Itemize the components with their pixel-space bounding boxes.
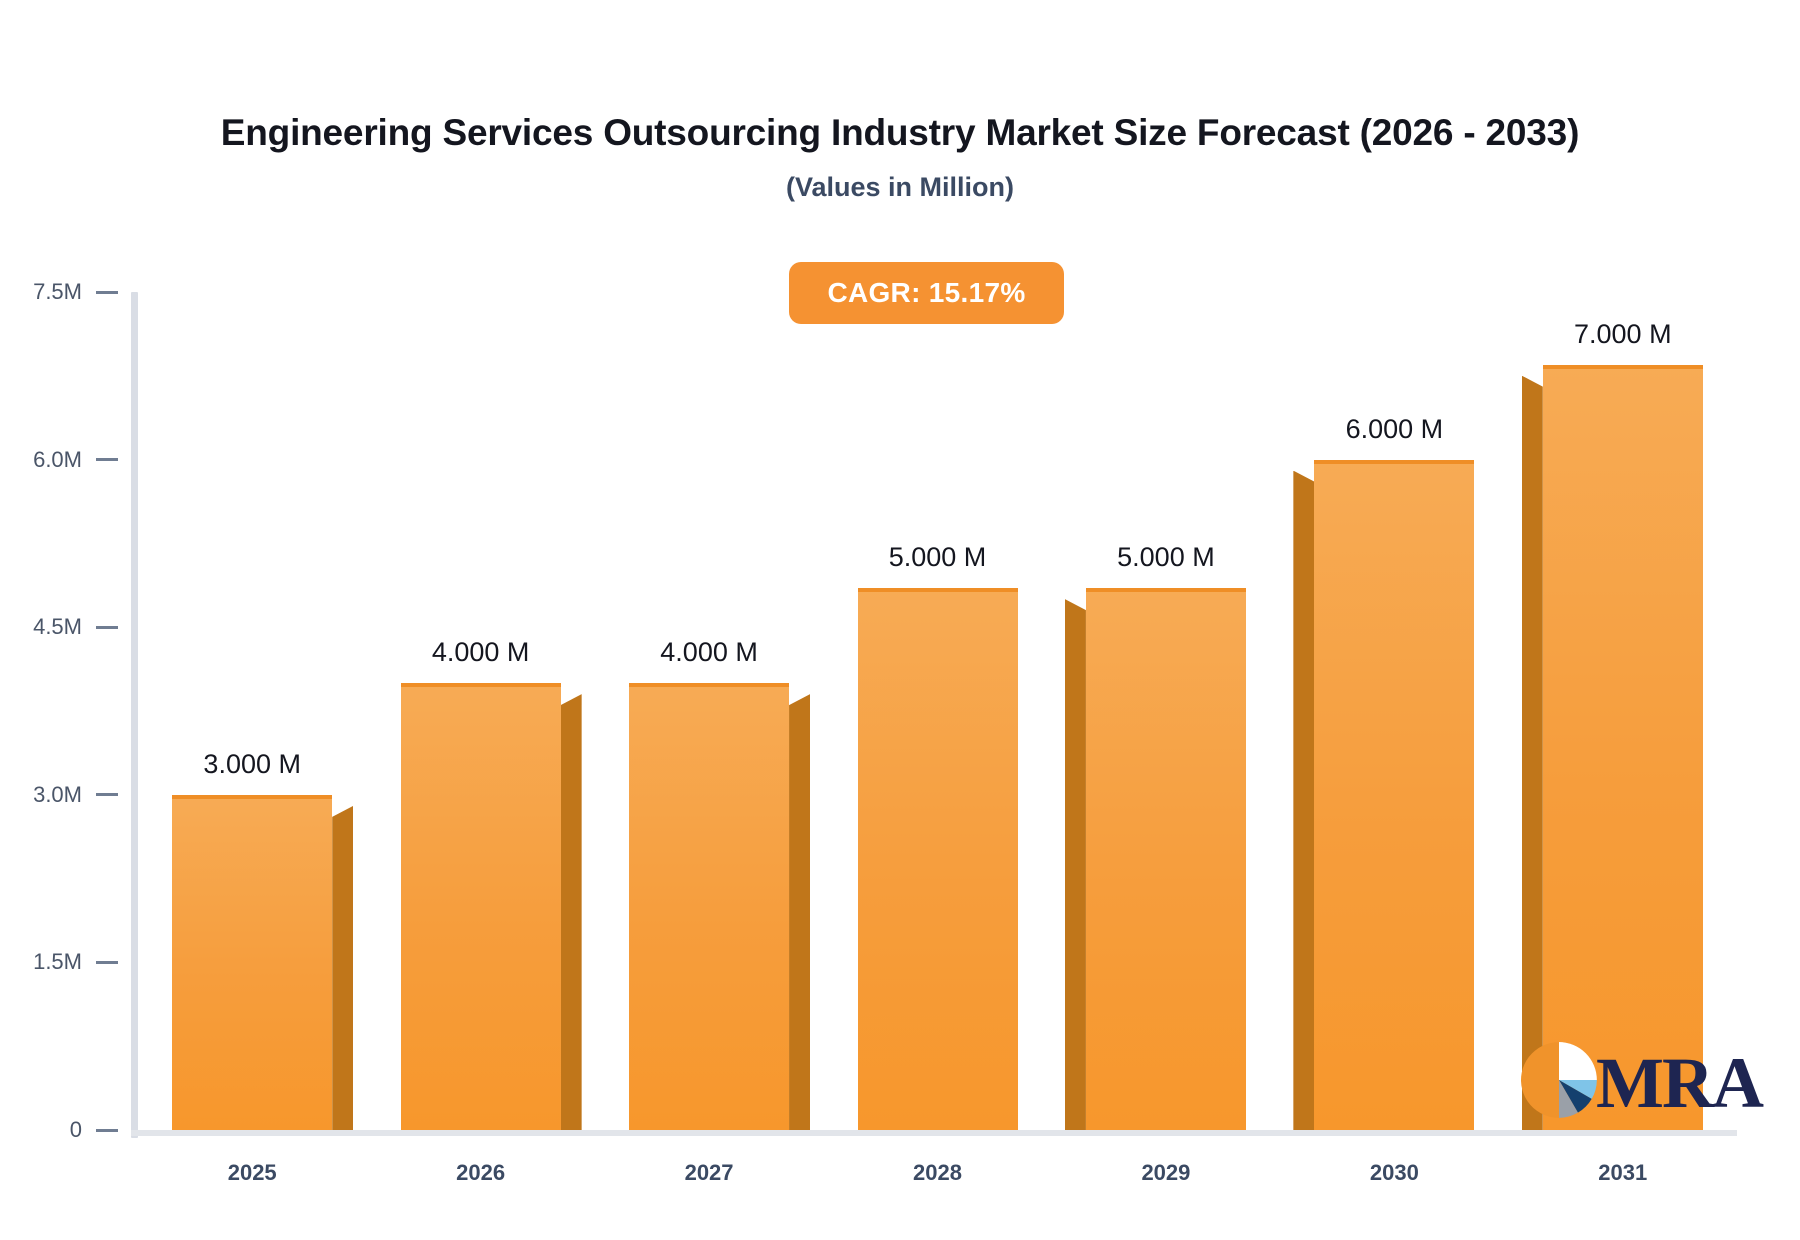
cagr-badge-label: CAGR: 15.17% [827,277,1026,308]
bar-front-face [1314,459,1475,1130]
x-axis-label-2028: 2028 [913,1160,962,1185]
bar-top-edge [629,683,790,688]
bar-top-edge [1542,364,1703,369]
bar-2029[interactable] [1064,588,1246,1130]
bar-side-face [1064,599,1086,1130]
bar-series: 3.000 M 4.000 M 4.000 M 5.000 M 5.000 M 6.000… [0,240,1800,1240]
bar-value-label: 4.000 M [660,637,758,668]
bar-front-face [1085,588,1246,1130]
x-axis-label-2031: 2031 [1598,1160,1648,1185]
y-axis-tick-mark [96,625,118,629]
bar-value-label: 7.000 M [1574,318,1672,349]
y-axis-tick-mark [96,458,118,462]
y-axis-line [131,292,138,1138]
y-axis-tick-label: 7.5M [33,279,82,304]
bar-side-face [1293,470,1315,1130]
x-axis-label-2025: 2025 [227,1160,277,1185]
bar-2025[interactable] [172,794,354,1130]
y-axis-tick-mark [96,793,118,797]
y-axis-tick-mark [96,290,118,294]
bar-2031[interactable] [1521,364,1703,1130]
bar-side-face [560,694,582,1130]
x-axis-baseline [131,1130,1737,1136]
bar-top-edge [857,588,1018,593]
bar-side-face [789,694,811,1130]
bar-side-face [1521,375,1543,1130]
y-axis-tick-label: 3.0M [33,781,82,807]
bar-value-label: 3.000 M [203,748,301,779]
x-axis-label-2030: 2030 [1369,1160,1419,1185]
bar-2027[interactable] [629,683,811,1130]
x-axis-label-2027: 2027 [684,1160,734,1185]
bar-value-label: 4.000 M [431,637,530,668]
bar-front-face [629,683,790,1130]
y-axis-tick-label: 1.5M [33,949,82,975]
chart-subtitle: (Values in Million) [785,172,1015,202]
bar-value-label: 5.000 M [1117,542,1215,573]
y-axis-tick: 1.5M [0,949,128,975]
bar-top-edge [1085,588,1246,593]
y-axis-tick: 7.5M [0,279,128,304]
mra-logo: MRA [1516,1037,1764,1128]
mra-wordmark: MRA [1596,1042,1764,1123]
y-axis-tick: 0 [0,1117,128,1142]
page-title: Engineering Services Outsourcing Industr… [220,112,1580,153]
bar-side-face [332,805,354,1130]
bar-front-face [857,588,1018,1130]
bar-2030[interactable] [1293,459,1475,1130]
bar-top-edge [172,794,333,799]
bar-2026[interactable] [400,683,582,1130]
bar-front-face [1542,364,1703,1130]
pie-chart-icon [1516,1037,1602,1128]
y-axis-tick-label: 6.0M [33,446,82,472]
bar-value-label: 6.000 M [1345,413,1444,444]
y-axis-tick: 6.0M [0,446,128,472]
bar-value-label: 5.000 M [888,542,987,573]
x-axis-label-2026: 2026 [456,1160,506,1185]
bar-2028[interactable] [857,588,1018,1130]
y-axis-tick-label: 4.5M [33,614,82,640]
y-axis-tick-label: 0 [69,1117,82,1142]
y-axis-tick: 3.0M [0,781,128,807]
chart-plot-area: 7.5M 6.0M 4.5M 3.0M 1.5M 0 3.000 M 4.000 M 4.00… [0,240,1800,1185]
y-axis-tick: 4.5M [0,614,128,640]
cagr-badge: CAGR: 15.17% [789,262,1064,324]
y-axis-tick-mark [96,1128,118,1132]
bar-top-edge [1314,459,1475,464]
bar-front-face [172,794,333,1130]
bar-top-edge [400,683,561,688]
bar-front-face [400,683,561,1130]
x-axis-label-2029: 2029 [1141,1160,1191,1185]
y-axis-tick-mark [96,960,118,964]
